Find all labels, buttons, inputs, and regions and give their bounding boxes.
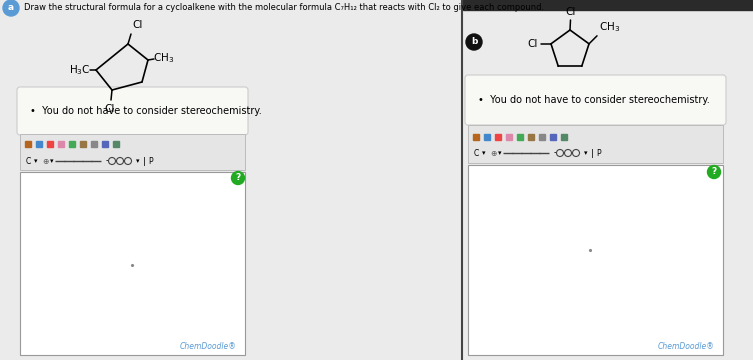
Text: -: -: [554, 148, 557, 158]
Circle shape: [466, 34, 482, 50]
Text: |: |: [591, 148, 594, 158]
Text: b: b: [471, 37, 477, 46]
Text: H$_3$C: H$_3$C: [69, 63, 91, 77]
Text: |: |: [143, 157, 146, 166]
Circle shape: [3, 0, 19, 16]
FancyBboxPatch shape: [465, 75, 726, 125]
Text: ▾: ▾: [50, 158, 53, 164]
Text: ▾: ▾: [482, 150, 486, 156]
Text: P: P: [596, 148, 601, 158]
Text: ?: ?: [712, 167, 717, 176]
Text: Cl: Cl: [566, 7, 576, 17]
Text: ⊕: ⊕: [42, 157, 48, 166]
Text: ▾: ▾: [498, 150, 501, 156]
Text: C: C: [474, 148, 479, 158]
Text: ⊕: ⊕: [490, 148, 496, 158]
Bar: [468, 165, 723, 355]
Text: Cl: Cl: [528, 39, 538, 49]
Text: C: C: [26, 157, 32, 166]
Bar: [20, 134, 245, 170]
Text: Cl: Cl: [105, 104, 115, 114]
Bar: [468, 125, 723, 163]
Bar: [20, 172, 245, 355]
Text: ChemDoodle®: ChemDoodle®: [180, 342, 237, 351]
Text: ▾: ▾: [34, 158, 38, 164]
Circle shape: [231, 171, 245, 184]
Text: a: a: [8, 4, 14, 13]
Text: •  You do not have to consider stereochemistry.: • You do not have to consider stereochem…: [478, 95, 710, 105]
Text: CH$_3$: CH$_3$: [153, 51, 174, 65]
Text: P: P: [148, 157, 153, 166]
Circle shape: [708, 166, 721, 179]
Text: Cl: Cl: [132, 20, 142, 30]
Text: CH$_3$: CH$_3$: [599, 20, 620, 34]
Text: ?: ?: [236, 174, 241, 183]
Text: Draw the structural formula for a cycloalkene with the molecular formula C₇H₁₂ t: Draw the structural formula for a cycloa…: [24, 4, 544, 13]
Text: •  You do not have to consider stereochemistry.: • You do not have to consider stereochem…: [30, 106, 262, 116]
Bar: [463, 0, 753, 10]
Text: ChemDoodle®: ChemDoodle®: [658, 342, 715, 351]
Text: ▾: ▾: [136, 158, 139, 164]
Text: -: -: [106, 157, 109, 166]
Text: ▾: ▾: [584, 150, 587, 156]
FancyBboxPatch shape: [17, 87, 248, 135]
